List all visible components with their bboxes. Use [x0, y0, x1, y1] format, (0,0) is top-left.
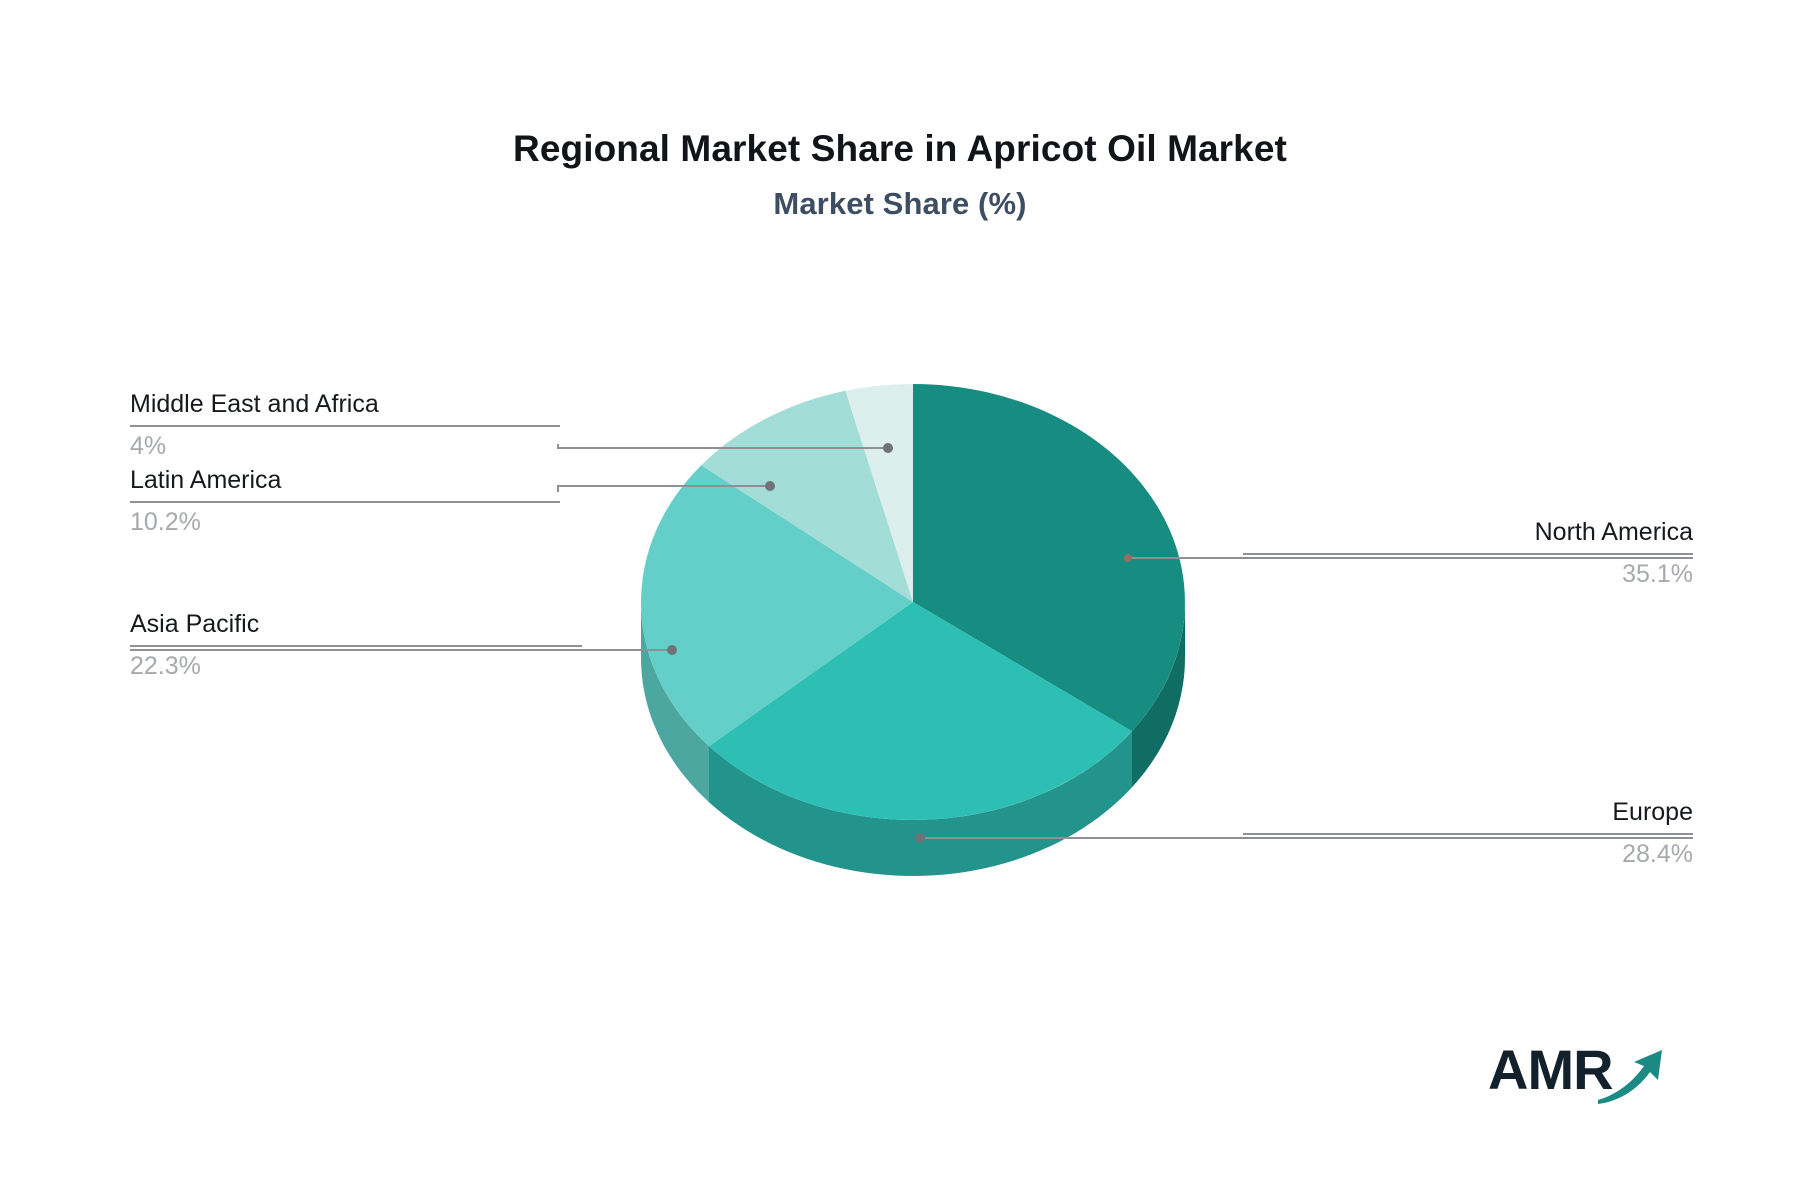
callout-value-north-america: 35.1% — [1622, 560, 1693, 588]
page-title: Regional Market Share in Apricot Oil Mar… — [513, 128, 1287, 169]
pie-side-asia-pacific — [641, 602, 709, 803]
callout-label-middle-east-and-africa: Middle East and Africa — [130, 390, 379, 418]
pie-depth-layer — [641, 602, 1185, 876]
callout-middle-east-and-africa: Middle East and Africa 4% — [130, 388, 560, 462]
callout-value-middle-east-and-africa: 4% — [130, 432, 167, 460]
callout-latin-america: Latin America 10.2% — [130, 464, 560, 538]
pie-chart-graphic — [641, 383, 1185, 876]
callout-rule — [1243, 833, 1693, 835]
callout-value-europe: 28.4% — [1622, 840, 1693, 868]
pie-slice-asia-pacific[interactable] — [641, 465, 913, 747]
amr-logo: AMR — [1488, 1034, 1668, 1114]
pie-slice-latin-america[interactable] — [701, 390, 913, 602]
callout-label-north-america: North America — [1534, 518, 1693, 546]
growth-arrow-icon — [1598, 1050, 1662, 1104]
pie-slices — [641, 383, 1185, 820]
pie-slice-middle-east-and-africa[interactable] — [845, 383, 913, 602]
callout-label-latin-america: Latin America — [130, 466, 282, 494]
callout-rule — [130, 645, 582, 647]
callout-value-latin-america: 10.2% — [130, 508, 201, 536]
amr-logo-text: AMR — [1488, 1038, 1614, 1101]
callout-label-europe: Europe — [1612, 798, 1693, 826]
pie-slice-europe[interactable] — [709, 602, 1132, 820]
pie-slice-north-america[interactable] — [913, 384, 1185, 732]
callout-rule — [1243, 553, 1693, 555]
callout-asia-pacific: Asia Pacific 22.3% — [130, 608, 582, 682]
callout-rule — [130, 425, 560, 427]
callout-label-asia-pacific: Asia Pacific — [130, 610, 260, 638]
callout-north-america: North America 35.1% — [1243, 516, 1693, 590]
callout-value-asia-pacific: 22.3% — [130, 652, 201, 680]
pie-side-europe — [709, 731, 1132, 876]
callout-rule — [130, 501, 560, 503]
pie-side-north-america — [1132, 602, 1185, 788]
chart-subtitle: Market Share (%) — [773, 186, 1027, 221]
callout-europe: Europe 28.4% — [1243, 796, 1693, 870]
pie-chart — [583, 370, 1243, 930]
